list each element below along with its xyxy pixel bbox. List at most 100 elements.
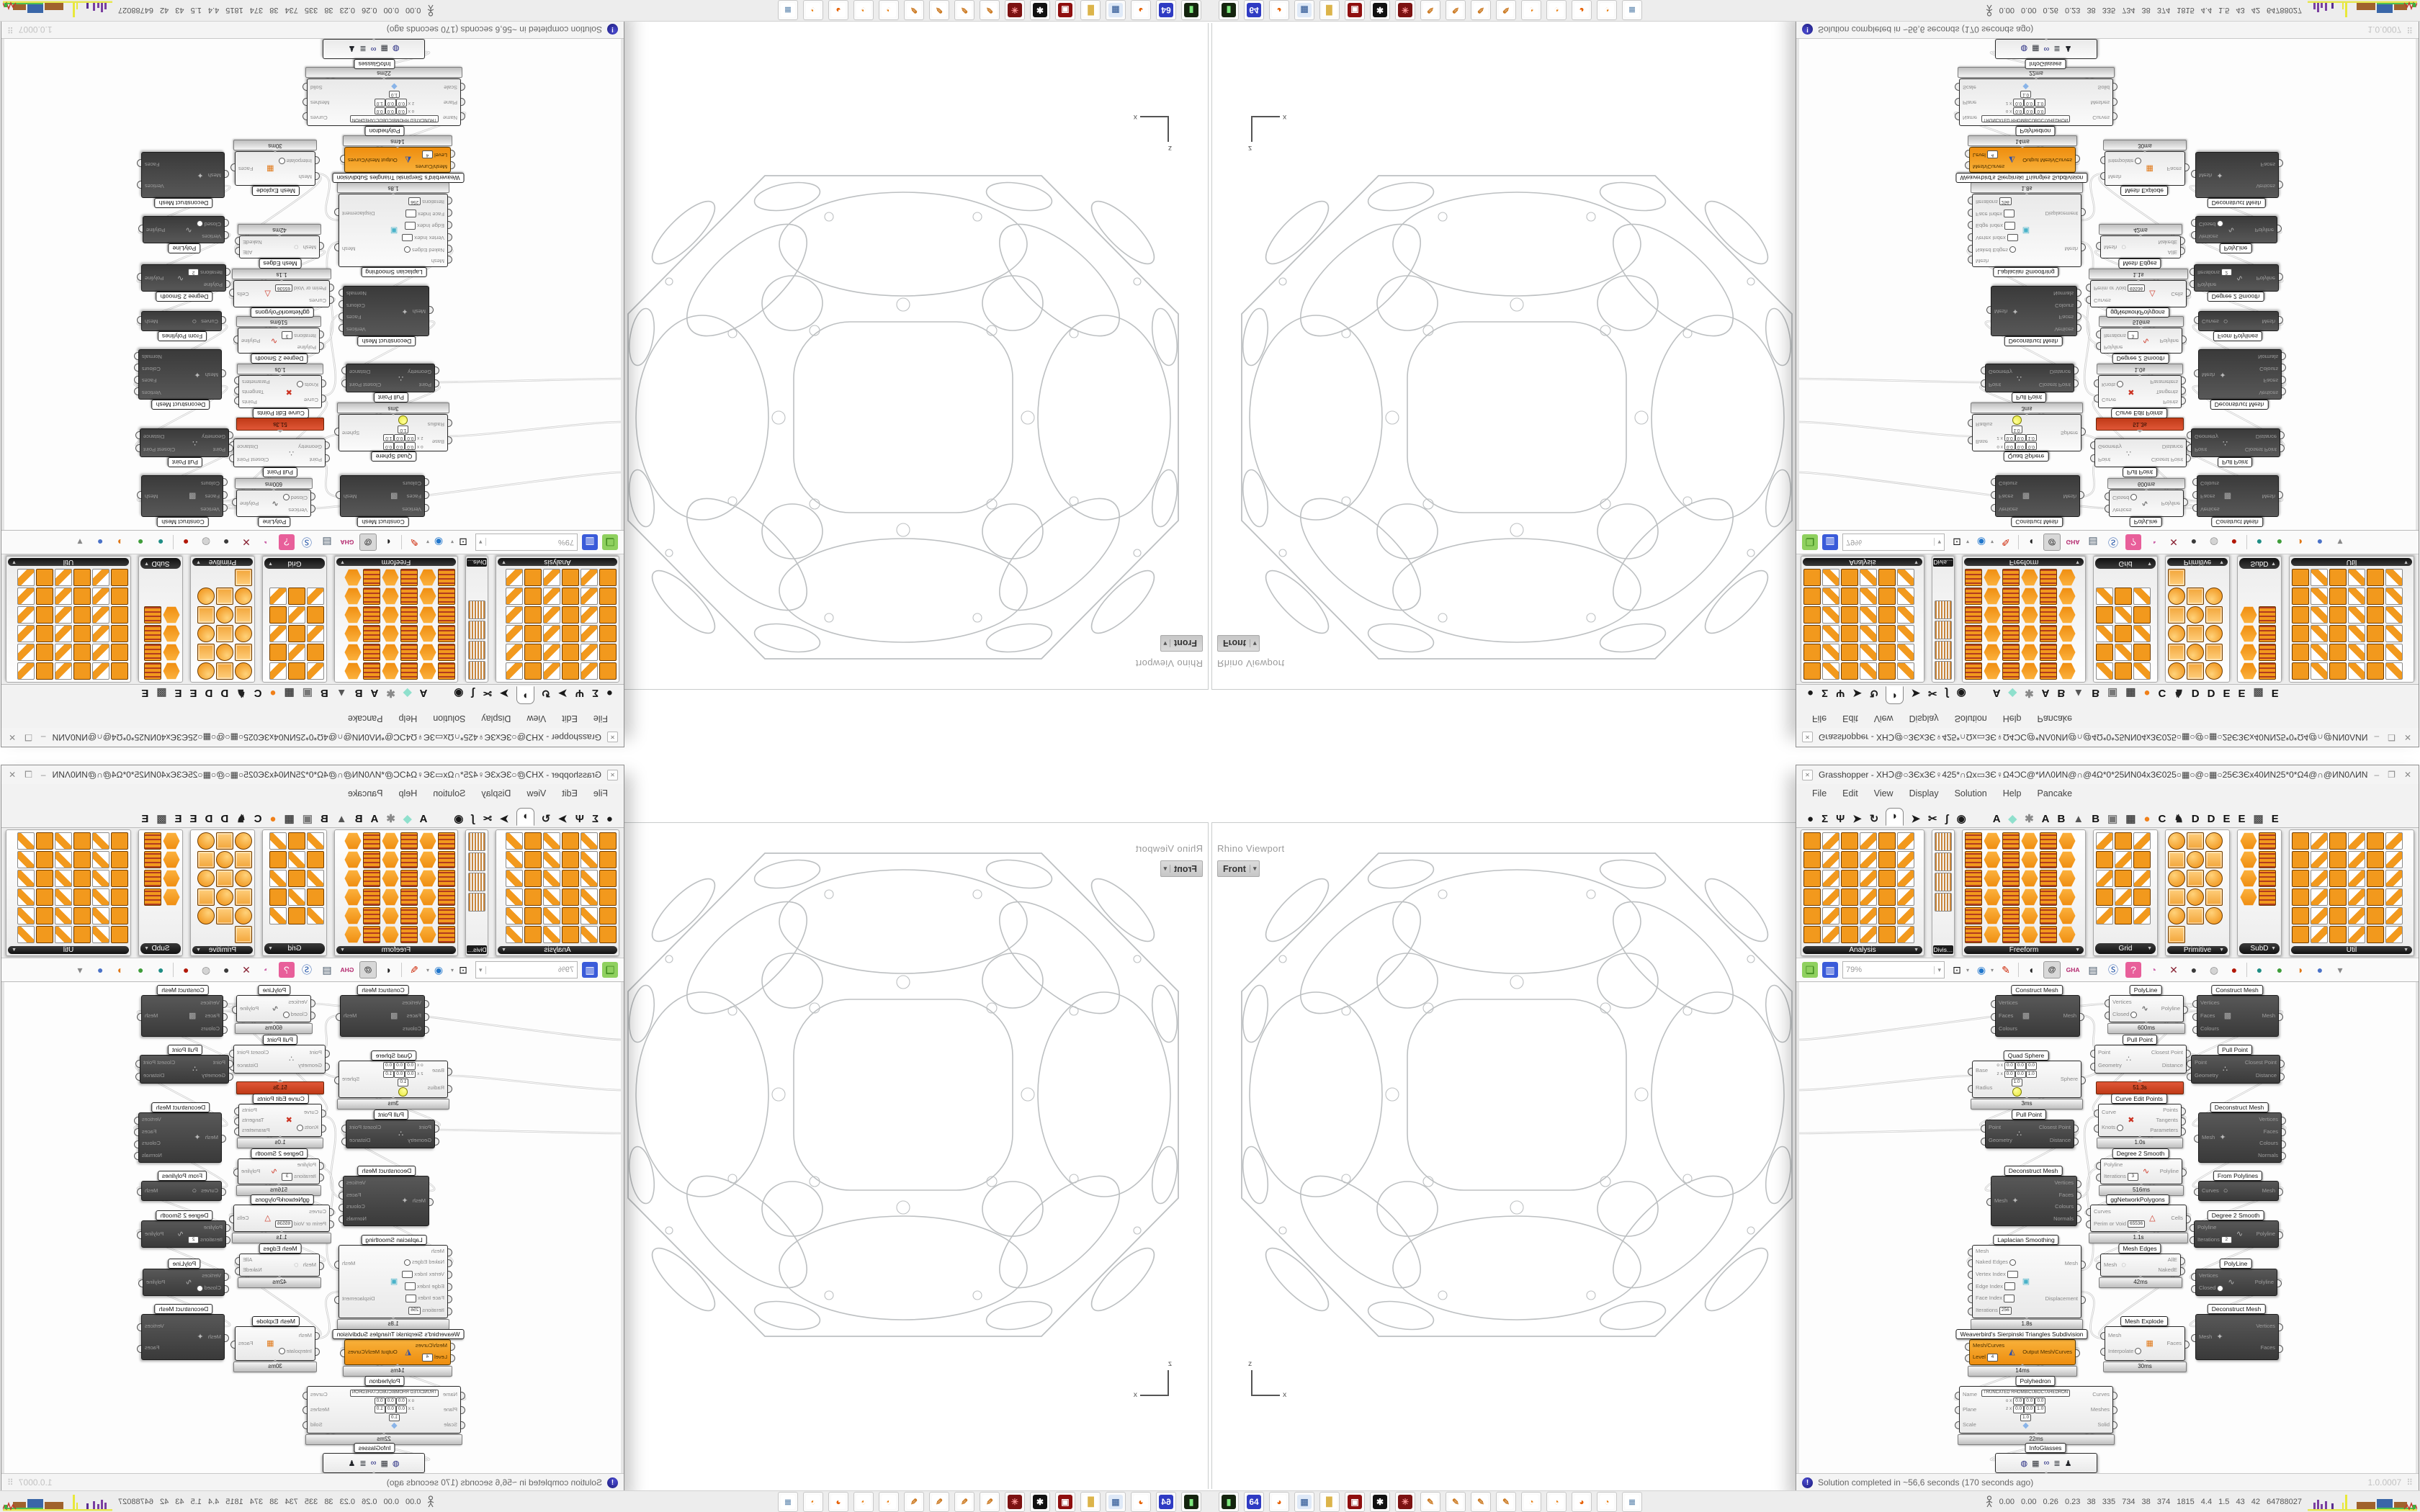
- component-icon[interactable]: [599, 851, 617, 868]
- component-icon[interactable]: [1965, 888, 1982, 906]
- gh-node[interactable]: Curve Knots ✖ Points Tangents Parameters: [238, 1104, 322, 1137]
- component-icon[interactable]: [269, 870, 287, 887]
- component-icon[interactable]: [2058, 588, 2076, 605]
- component-icon[interactable]: [1878, 625, 1896, 642]
- taskbar-app-red-cube[interactable]: ▣: [1345, 0, 1365, 20]
- palette-group-label[interactable]: Util ▼: [2291, 558, 2412, 566]
- component-icon[interactable]: [2259, 888, 2276, 906]
- component-icon[interactable]: [2168, 606, 2185, 624]
- component-icon[interactable]: [17, 832, 35, 850]
- component-icon[interactable]: [2348, 832, 2365, 850]
- component-icon[interactable]: [2040, 569, 2057, 586]
- component-icon[interactable]: [216, 625, 233, 642]
- component-icon[interactable]: [1984, 606, 2001, 624]
- component-icon[interactable]: [2367, 588, 2384, 605]
- component-icon[interactable]: [1803, 606, 1821, 624]
- gh-tab-icon[interactable]: D: [2191, 813, 2200, 825]
- component-icon[interactable]: [599, 907, 617, 924]
- component-icon[interactable]: [2021, 588, 2038, 605]
- component-icon[interactable]: [438, 907, 455, 924]
- component-icon[interactable]: [363, 606, 380, 624]
- sphere-red-icon[interactable]: ●: [182, 536, 189, 548]
- component-icon[interactable]: [2168, 851, 2185, 868]
- component-icon[interactable]: [1841, 907, 1858, 924]
- component-icon[interactable]: [144, 625, 161, 642]
- component-icon[interactable]: [235, 662, 252, 680]
- palette-group-label[interactable]: Primitive ▼: [192, 946, 253, 954]
- component-icon[interactable]: [2348, 644, 2365, 661]
- gha-loader-icon[interactable]: GHA: [2066, 539, 2080, 546]
- component-icon[interactable]: [2205, 870, 2223, 887]
- component-icon[interactable]: [1803, 662, 1821, 680]
- component-icon[interactable]: [288, 644, 305, 661]
- component-icon[interactable]: [506, 662, 523, 680]
- component-icon[interactable]: [2040, 851, 2057, 868]
- taskbar-app-blender-1[interactable]: ◔: [879, 0, 899, 20]
- component-icon[interactable]: [2367, 888, 2384, 906]
- component-icon[interactable]: [2367, 832, 2384, 850]
- component-icon[interactable]: [288, 851, 305, 868]
- component-icon[interactable]: [2385, 606, 2403, 624]
- component-icon[interactable]: [344, 588, 362, 605]
- component-icon[interactable]: [1860, 870, 1877, 887]
- infoglasses-tool-icon[interactable]: ≣: [2053, 44, 2061, 53]
- component-icon[interactable]: [17, 569, 35, 586]
- menu-item-solution[interactable]: Solution: [433, 714, 466, 724]
- component-icon[interactable]: [1897, 888, 1914, 906]
- component-icon[interactable]: [599, 926, 617, 943]
- resize-grip-icon[interactable]: ⠿: [7, 1477, 14, 1488]
- component-icon[interactable]: [288, 588, 305, 605]
- gh-tab-icon[interactable]: ▣: [2107, 687, 2118, 699]
- taskbar-app-terminal[interactable]: ▮: [1181, 0, 1201, 20]
- gh-node[interactable]: Point Geometry ∴ Closest Point Distance: [1985, 364, 2074, 392]
- component-icon[interactable]: [506, 851, 523, 868]
- component-icon[interactable]: [468, 893, 485, 912]
- component-icon[interactable]: [1984, 907, 2001, 924]
- component-icon[interactable]: [197, 851, 215, 868]
- help-box-icon[interactable]: ?: [2125, 962, 2142, 978]
- component-icon[interactable]: [581, 588, 598, 605]
- gh-tab-icon[interactable]: ▩: [2253, 687, 2264, 699]
- component-icon[interactable]: [1822, 662, 1839, 680]
- component-icon[interactable]: [400, 606, 418, 624]
- gh-tab-icon[interactable]: E: [189, 813, 197, 825]
- component-icon[interactable]: [344, 606, 362, 624]
- component-icon[interactable]: [2058, 606, 2076, 624]
- component-icon[interactable]: [1965, 644, 1982, 661]
- component-icon[interactable]: [163, 644, 180, 661]
- component-icon[interactable]: [2168, 832, 2185, 850]
- component-icon[interactable]: [235, 926, 252, 943]
- component-icon[interactable]: [1803, 569, 1821, 586]
- component-icon[interactable]: [382, 832, 399, 850]
- gh-tab-icon[interactable]: E: [2271, 687, 2279, 699]
- component-icon[interactable]: [1965, 832, 1982, 850]
- infoglasses-tool-icon[interactable]: ≣: [359, 1459, 367, 1468]
- remote-at-icon[interactable]: @: [359, 534, 377, 551]
- component-icon[interactable]: [400, 907, 418, 924]
- component-icon[interactable]: [1822, 625, 1839, 642]
- component-icon[interactable]: [2021, 870, 2038, 887]
- helix-icon[interactable]: ✕: [2169, 536, 2178, 548]
- component-icon[interactable]: [543, 851, 560, 868]
- component-icon[interactable]: [2311, 832, 2328, 850]
- component-icon[interactable]: [92, 662, 109, 680]
- component-icon[interactable]: [562, 662, 579, 680]
- component-icon[interactable]: [2385, 569, 2403, 586]
- component-icon[interactable]: [2240, 644, 2257, 661]
- component-icon[interactable]: [2292, 625, 2309, 642]
- component-icon[interactable]: [1984, 851, 2001, 868]
- component-icon[interactable]: [2329, 662, 2347, 680]
- component-icon[interactable]: [543, 888, 560, 906]
- menu-item-file[interactable]: File: [1812, 714, 1827, 724]
- component-icon[interactable]: [344, 569, 362, 586]
- component-icon[interactable]: [2002, 888, 2020, 906]
- component-icon[interactable]: [419, 851, 436, 868]
- component-icon[interactable]: [468, 600, 485, 619]
- gh-tab-icon[interactable]: B: [320, 687, 328, 699]
- component-icon[interactable]: [524, 907, 542, 924]
- component-icon[interactable]: [92, 588, 109, 605]
- component-icon[interactable]: [73, 569, 91, 586]
- palette-group-label[interactable]: Primitive ▼: [2167, 946, 2228, 954]
